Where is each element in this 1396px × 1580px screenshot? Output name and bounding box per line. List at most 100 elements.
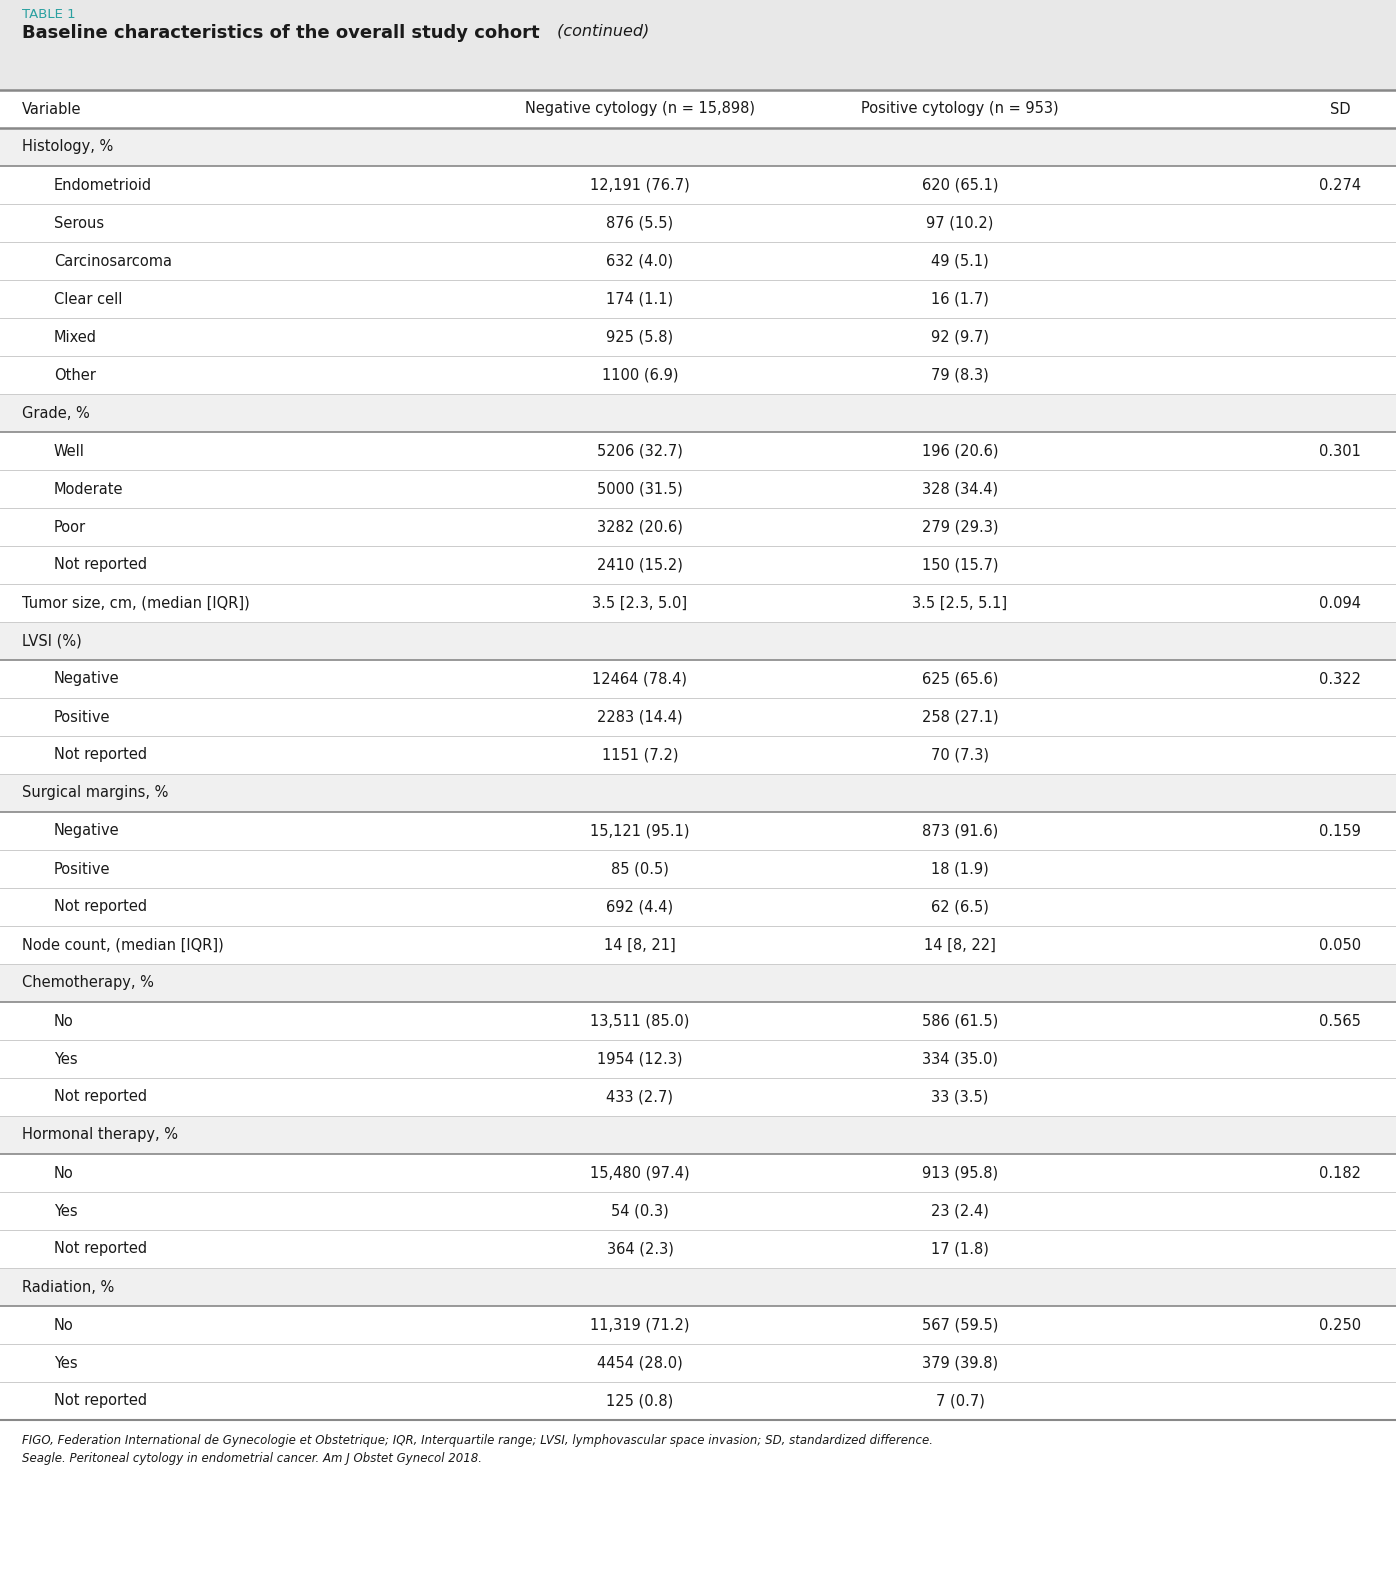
Text: Yes: Yes bbox=[54, 1052, 78, 1066]
Text: 125 (0.8): 125 (0.8) bbox=[606, 1394, 674, 1408]
Text: Serous: Serous bbox=[54, 215, 105, 231]
Text: FIGO, Federation International de Gynecologie et Obstetrique; IQR, Interquartile: FIGO, Federation International de Gyneco… bbox=[22, 1435, 933, 1447]
Text: 2283 (14.4): 2283 (14.4) bbox=[597, 709, 683, 725]
Text: 174 (1.1): 174 (1.1) bbox=[606, 291, 673, 307]
Text: 379 (39.8): 379 (39.8) bbox=[921, 1356, 998, 1370]
Text: Not reported: Not reported bbox=[54, 747, 147, 763]
Bar bbox=[0, 623, 1396, 660]
Text: 11,319 (71.2): 11,319 (71.2) bbox=[591, 1318, 690, 1332]
Text: 3.5 [2.3, 5.0]: 3.5 [2.3, 5.0] bbox=[592, 596, 688, 610]
Text: 620 (65.1): 620 (65.1) bbox=[921, 177, 998, 193]
Text: 18 (1.9): 18 (1.9) bbox=[931, 861, 988, 877]
Text: 16 (1.7): 16 (1.7) bbox=[931, 291, 988, 307]
Text: Clear cell: Clear cell bbox=[54, 291, 123, 307]
Text: 196 (20.6): 196 (20.6) bbox=[921, 444, 998, 458]
Bar bbox=[0, 393, 1396, 431]
Text: Endometrioid: Endometrioid bbox=[54, 177, 152, 193]
Text: 15,121 (95.1): 15,121 (95.1) bbox=[591, 823, 690, 839]
Text: Well: Well bbox=[54, 444, 85, 458]
Text: 279 (29.3): 279 (29.3) bbox=[921, 520, 998, 534]
Text: 0.050: 0.050 bbox=[1319, 937, 1361, 953]
Text: Not reported: Not reported bbox=[54, 1242, 147, 1256]
Text: Other: Other bbox=[54, 368, 96, 382]
Text: 913 (95.8): 913 (95.8) bbox=[921, 1166, 998, 1180]
Text: 0.322: 0.322 bbox=[1319, 672, 1361, 686]
Text: SD: SD bbox=[1329, 101, 1350, 117]
Text: Not reported: Not reported bbox=[54, 1394, 147, 1408]
Text: 2410 (15.2): 2410 (15.2) bbox=[597, 558, 683, 572]
Text: 586 (61.5): 586 (61.5) bbox=[921, 1013, 998, 1029]
Text: (continued): (continued) bbox=[551, 24, 649, 40]
Bar bbox=[0, 0, 1396, 90]
Text: 49 (5.1): 49 (5.1) bbox=[931, 253, 988, 269]
Text: Chemotherapy, %: Chemotherapy, % bbox=[22, 975, 154, 991]
Text: Surgical margins, %: Surgical margins, % bbox=[22, 785, 169, 801]
Text: 70 (7.3): 70 (7.3) bbox=[931, 747, 988, 763]
Text: 79 (8.3): 79 (8.3) bbox=[931, 368, 988, 382]
Text: Negative cytology (n = 15,898): Negative cytology (n = 15,898) bbox=[525, 101, 755, 117]
Text: No: No bbox=[54, 1318, 74, 1332]
Text: 925 (5.8): 925 (5.8) bbox=[606, 330, 673, 344]
Text: Carcinosarcoma: Carcinosarcoma bbox=[54, 253, 172, 269]
Text: Positive cytology (n = 953): Positive cytology (n = 953) bbox=[861, 101, 1058, 117]
Text: TABLE 1: TABLE 1 bbox=[22, 8, 75, 21]
Text: Positive: Positive bbox=[54, 709, 110, 725]
Text: No: No bbox=[54, 1166, 74, 1180]
Text: Hormonal therapy, %: Hormonal therapy, % bbox=[22, 1128, 179, 1142]
Text: 5000 (31.5): 5000 (31.5) bbox=[597, 482, 683, 496]
Text: Yes: Yes bbox=[54, 1204, 78, 1218]
Text: No: No bbox=[54, 1013, 74, 1029]
Text: 0.182: 0.182 bbox=[1319, 1166, 1361, 1180]
Text: 33 (3.5): 33 (3.5) bbox=[931, 1090, 988, 1104]
Text: 3.5 [2.5, 5.1]: 3.5 [2.5, 5.1] bbox=[913, 596, 1008, 610]
Text: Mixed: Mixed bbox=[54, 330, 96, 344]
Text: 567 (59.5): 567 (59.5) bbox=[921, 1318, 998, 1332]
Text: 5206 (32.7): 5206 (32.7) bbox=[597, 444, 683, 458]
Text: Histology, %: Histology, % bbox=[22, 139, 113, 155]
Text: 13,511 (85.0): 13,511 (85.0) bbox=[591, 1013, 690, 1029]
Text: Negative: Negative bbox=[54, 672, 120, 686]
Text: 334 (35.0): 334 (35.0) bbox=[921, 1052, 998, 1066]
Text: 433 (2.7): 433 (2.7) bbox=[606, 1090, 673, 1104]
Text: 0.301: 0.301 bbox=[1319, 444, 1361, 458]
Text: 0.159: 0.159 bbox=[1319, 823, 1361, 839]
Text: Not reported: Not reported bbox=[54, 1090, 147, 1104]
Text: 1151 (7.2): 1151 (7.2) bbox=[602, 747, 678, 763]
Text: Seagle. Peritoneal cytology in endometrial cancer. Am J Obstet Gynecol 2018.: Seagle. Peritoneal cytology in endometri… bbox=[22, 1452, 482, 1465]
Text: 4454 (28.0): 4454 (28.0) bbox=[597, 1356, 683, 1370]
Text: 17 (1.8): 17 (1.8) bbox=[931, 1242, 988, 1256]
Text: 0.274: 0.274 bbox=[1319, 177, 1361, 193]
Bar bbox=[0, 964, 1396, 1002]
Text: 364 (2.3): 364 (2.3) bbox=[607, 1242, 673, 1256]
Text: Moderate: Moderate bbox=[54, 482, 123, 496]
Text: Node count, (median [IQR]): Node count, (median [IQR]) bbox=[22, 937, 223, 953]
Text: 692 (4.4): 692 (4.4) bbox=[606, 899, 673, 915]
Text: Poor: Poor bbox=[54, 520, 87, 534]
Text: 54 (0.3): 54 (0.3) bbox=[611, 1204, 669, 1218]
Text: 876 (5.5): 876 (5.5) bbox=[606, 215, 673, 231]
Text: Negative: Negative bbox=[54, 823, 120, 839]
Text: 62 (6.5): 62 (6.5) bbox=[931, 899, 988, 915]
Text: Radiation, %: Radiation, % bbox=[22, 1280, 114, 1294]
Text: 0.094: 0.094 bbox=[1319, 596, 1361, 610]
Text: 12464 (78.4): 12464 (78.4) bbox=[592, 672, 687, 686]
Text: 85 (0.5): 85 (0.5) bbox=[611, 861, 669, 877]
Bar bbox=[0, 1115, 1396, 1153]
Text: 14 [8, 22]: 14 [8, 22] bbox=[924, 937, 995, 953]
Text: 15,480 (97.4): 15,480 (97.4) bbox=[591, 1166, 690, 1180]
Text: 150 (15.7): 150 (15.7) bbox=[921, 558, 998, 572]
Text: 12,191 (76.7): 12,191 (76.7) bbox=[591, 177, 690, 193]
Text: LVSI (%): LVSI (%) bbox=[22, 634, 82, 648]
Text: 3282 (20.6): 3282 (20.6) bbox=[597, 520, 683, 534]
Text: 873 (91.6): 873 (91.6) bbox=[921, 823, 998, 839]
Text: Variable: Variable bbox=[22, 101, 81, 117]
Text: 632 (4.0): 632 (4.0) bbox=[606, 253, 673, 269]
Bar bbox=[0, 774, 1396, 812]
Text: Tumor size, cm, (median [IQR]): Tumor size, cm, (median [IQR]) bbox=[22, 596, 250, 610]
Text: Not reported: Not reported bbox=[54, 558, 147, 572]
Text: 7 (0.7): 7 (0.7) bbox=[935, 1394, 984, 1408]
Text: Positive: Positive bbox=[54, 861, 110, 877]
Text: 1954 (12.3): 1954 (12.3) bbox=[597, 1052, 683, 1066]
Text: 14 [8, 21]: 14 [8, 21] bbox=[604, 937, 676, 953]
Text: Baseline characteristics of the overall study cohort: Baseline characteristics of the overall … bbox=[22, 24, 540, 43]
